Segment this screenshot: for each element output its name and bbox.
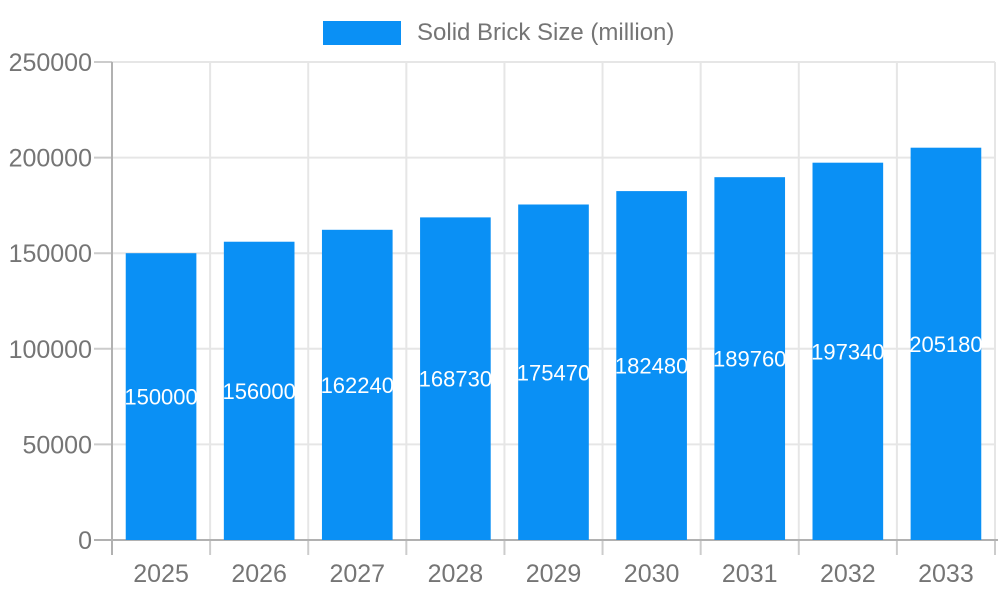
x-axis-label: 2027 [329,560,385,588]
x-axis-label: 2030 [624,560,680,588]
bar-2025[interactable] [125,253,197,540]
y-axis-label: 200000 [9,145,92,173]
bar-value-label: 168730 [419,367,492,392]
bar-2033[interactable] [910,147,982,540]
bar-2031[interactable] [714,177,786,540]
x-axis-label: 2033 [918,560,974,588]
bar-2028[interactable] [420,217,491,540]
x-axis-label: 2026 [231,560,287,588]
bar-value-label: 182480 [615,354,688,379]
chart-legend: Solid Brick Size (million) [323,21,674,45]
bar-value-label: 205180 [909,332,982,357]
x-axis-label: 2031 [722,560,778,588]
bar-2026[interactable] [223,241,295,540]
y-axis-label: 250000 [9,49,92,77]
bar-value-label: 150000 [124,385,197,410]
legend-label: Solid Brick Size (million) [417,19,675,46]
x-axis-label: 2032 [820,560,876,588]
bar-value-label: 156000 [222,379,295,404]
bar-value-label: 197340 [811,339,884,364]
bar-value-label: 162240 [321,373,394,398]
x-axis-label: 2029 [526,560,582,588]
x-axis-label: 2025 [133,560,189,588]
x-axis-label: 2028 [428,560,484,588]
bar-value-label: 189760 [713,347,786,372]
bar-2030[interactable] [616,191,687,540]
y-axis-label: 50000 [22,431,92,459]
bar-2032[interactable] [812,162,884,540]
bar-2027[interactable] [321,229,393,540]
y-axis-label: 100000 [9,336,92,364]
y-axis-label: 150000 [9,240,92,268]
bar-2029[interactable] [518,204,589,541]
legend-swatch [323,21,401,45]
y-axis-label: 0 [78,527,92,555]
bar-value-label: 175470 [517,360,590,385]
